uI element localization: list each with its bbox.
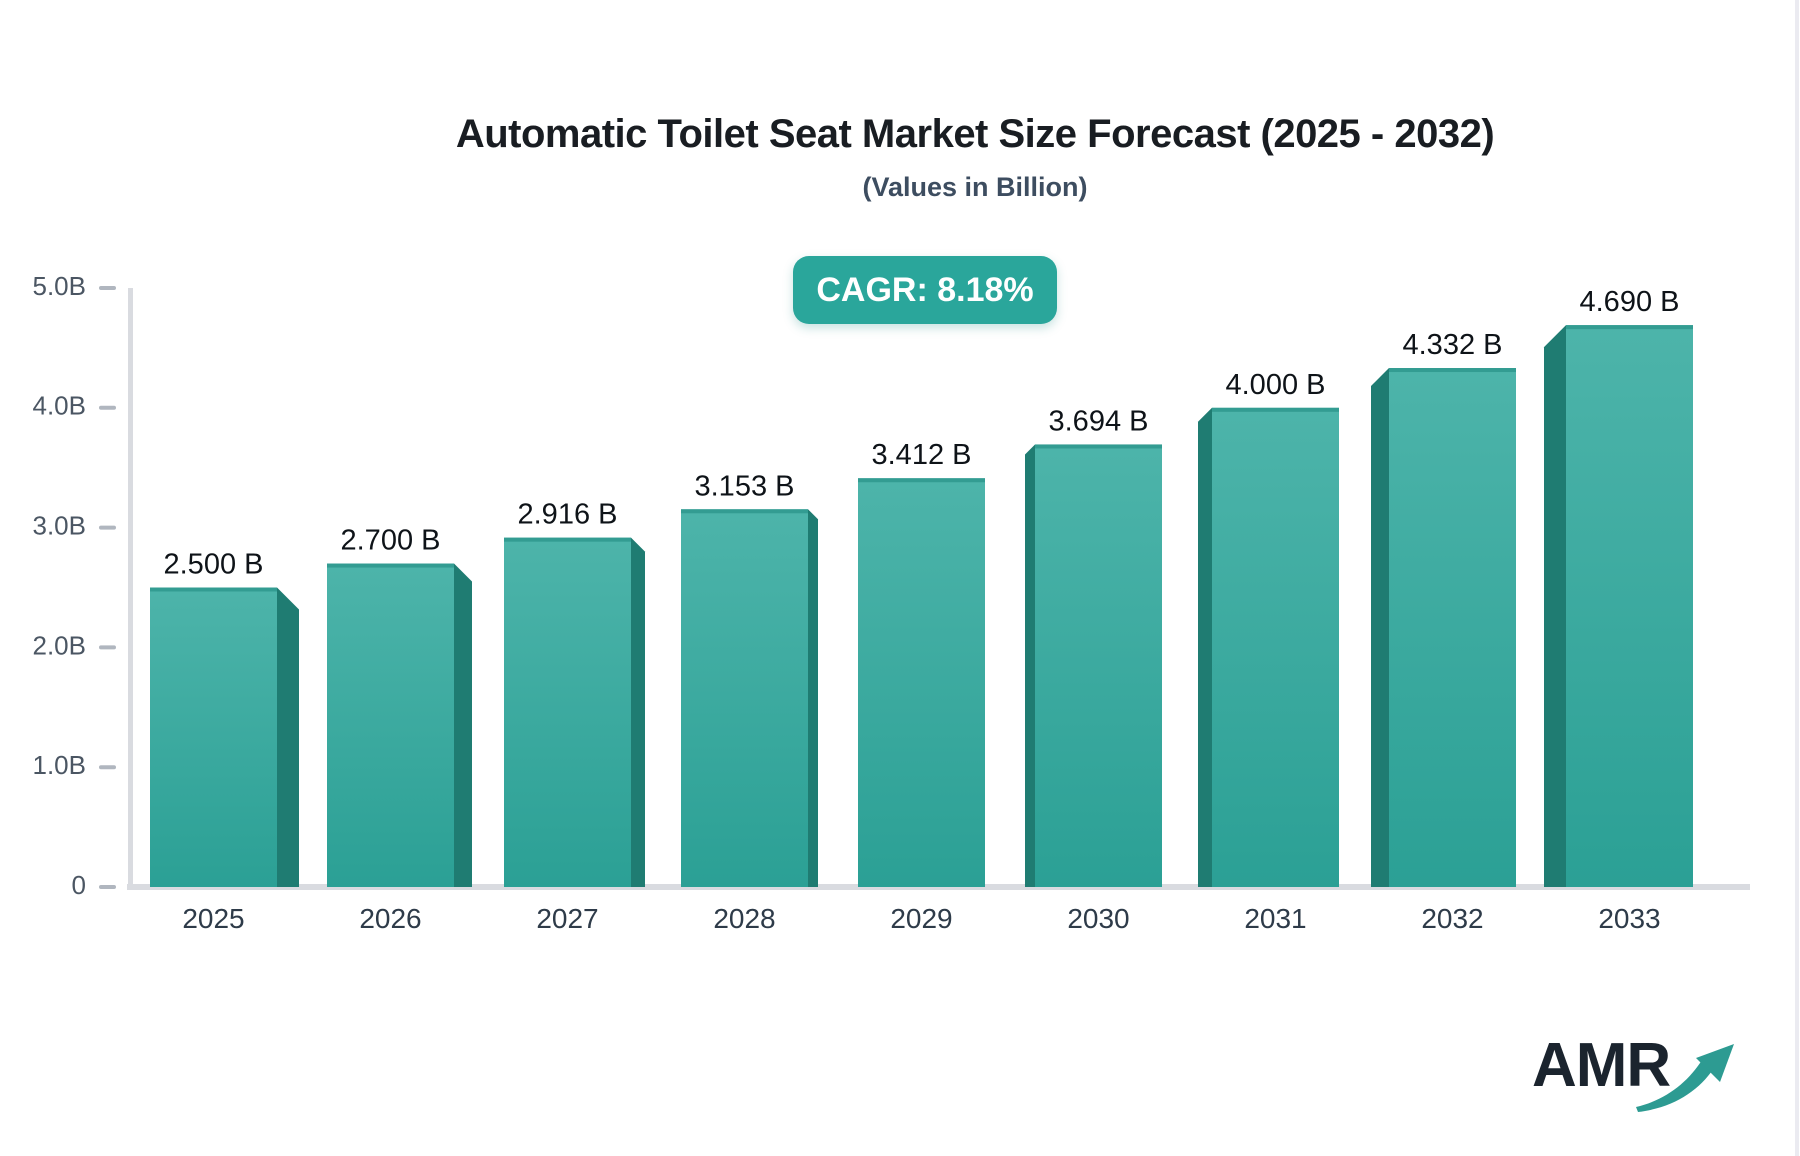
bar-side-2028 [808,509,818,887]
x-tick-label-2033: 2033 [1598,903,1660,934]
bar-2032 [1389,368,1516,888]
x-tick-label-2031: 2031 [1244,903,1306,934]
bar-value-label: 3.153 B [695,470,795,502]
page-title: Automatic Toilet Seat Market Size Foreca… [50,112,1800,157]
y-tick-label: 2.0B [33,630,87,660]
cagr-badge: CAGR: 8.18% [793,256,1057,324]
bar-2029 [858,478,985,887]
y-tick-dash [99,286,116,290]
bar-value-label: 2.916 B [518,499,618,531]
y-tick-dash [99,405,116,410]
y-tick-dash [99,885,116,889]
y-tick-dash [99,765,116,770]
bar-2028 [681,509,808,887]
x-tick-label-2029: 2029 [890,903,952,934]
y-tick-label: 3.0B [33,510,87,540]
bar-value-label: 2.700 B [341,525,441,557]
bar-top-edge-2026 [327,563,454,568]
amr-logo-text: AMR [1532,1031,1671,1100]
bar-2025 [150,587,277,887]
x-tick-label-2027: 2027 [536,903,598,934]
y-axis-line [128,288,133,890]
amr-logo: AMR [1532,1030,1734,1120]
y-tick-label: 0 [72,870,86,900]
bar-value-label: 4.332 B [1403,329,1503,361]
growth-arrow-icon [1636,1044,1734,1112]
x-tick-label-2030: 2030 [1067,903,1129,934]
bar-value-label: 4.000 B [1226,369,1326,401]
y-tick-label: 4.0B [33,391,87,421]
bar-top-edge-2030 [1035,444,1162,449]
bar-value-label: 3.412 B [872,439,972,471]
x-tick-label-2028: 2028 [713,903,775,934]
bar-side-2025 [277,587,299,887]
y-tick-label: 1.0B [33,750,87,780]
page-subtitle: (Values in Billion) [862,172,1088,202]
bar-2031 [1212,407,1339,887]
bar-top-edge-2033 [1566,325,1693,330]
y-tick-label: 5.0B [33,271,87,301]
y-tick-dash [99,525,116,530]
bar-side-2031 [1198,407,1212,887]
x-tick-label-2025: 2025 [182,903,244,934]
bar-top-edge-2028 [681,509,808,514]
x-tick-label-2032: 2032 [1421,903,1483,934]
bar-value-label: 3.694 B [1049,405,1149,437]
bar-side-2030 [1025,444,1035,887]
bar-side-2033 [1544,325,1566,887]
bar-top-edge-2027 [504,537,631,542]
bar-top-edge-2025 [150,587,277,592]
bar-top-edge-2032 [1389,368,1516,373]
bar-2033 [1566,325,1693,887]
y-tick-dash [99,645,116,650]
bar-side-2026 [454,563,472,887]
bar-side-2032 [1371,368,1389,888]
bar-value-label: 4.690 B [1580,286,1680,318]
bar-2030 [1035,444,1162,887]
bar-top-edge-2029 [858,478,985,483]
bar-2027 [504,537,631,887]
bar-top-edge-2031 [1212,407,1339,412]
page-right-border [1795,0,1799,1156]
page-title-text: Automatic Toilet Seat Market Size Foreca… [455,112,1495,156]
bar-2026 [327,563,454,887]
x-tick-label-2026: 2026 [359,903,421,934]
bar-value-label: 2.500 B [164,549,264,581]
bar-side-2027 [631,537,645,887]
